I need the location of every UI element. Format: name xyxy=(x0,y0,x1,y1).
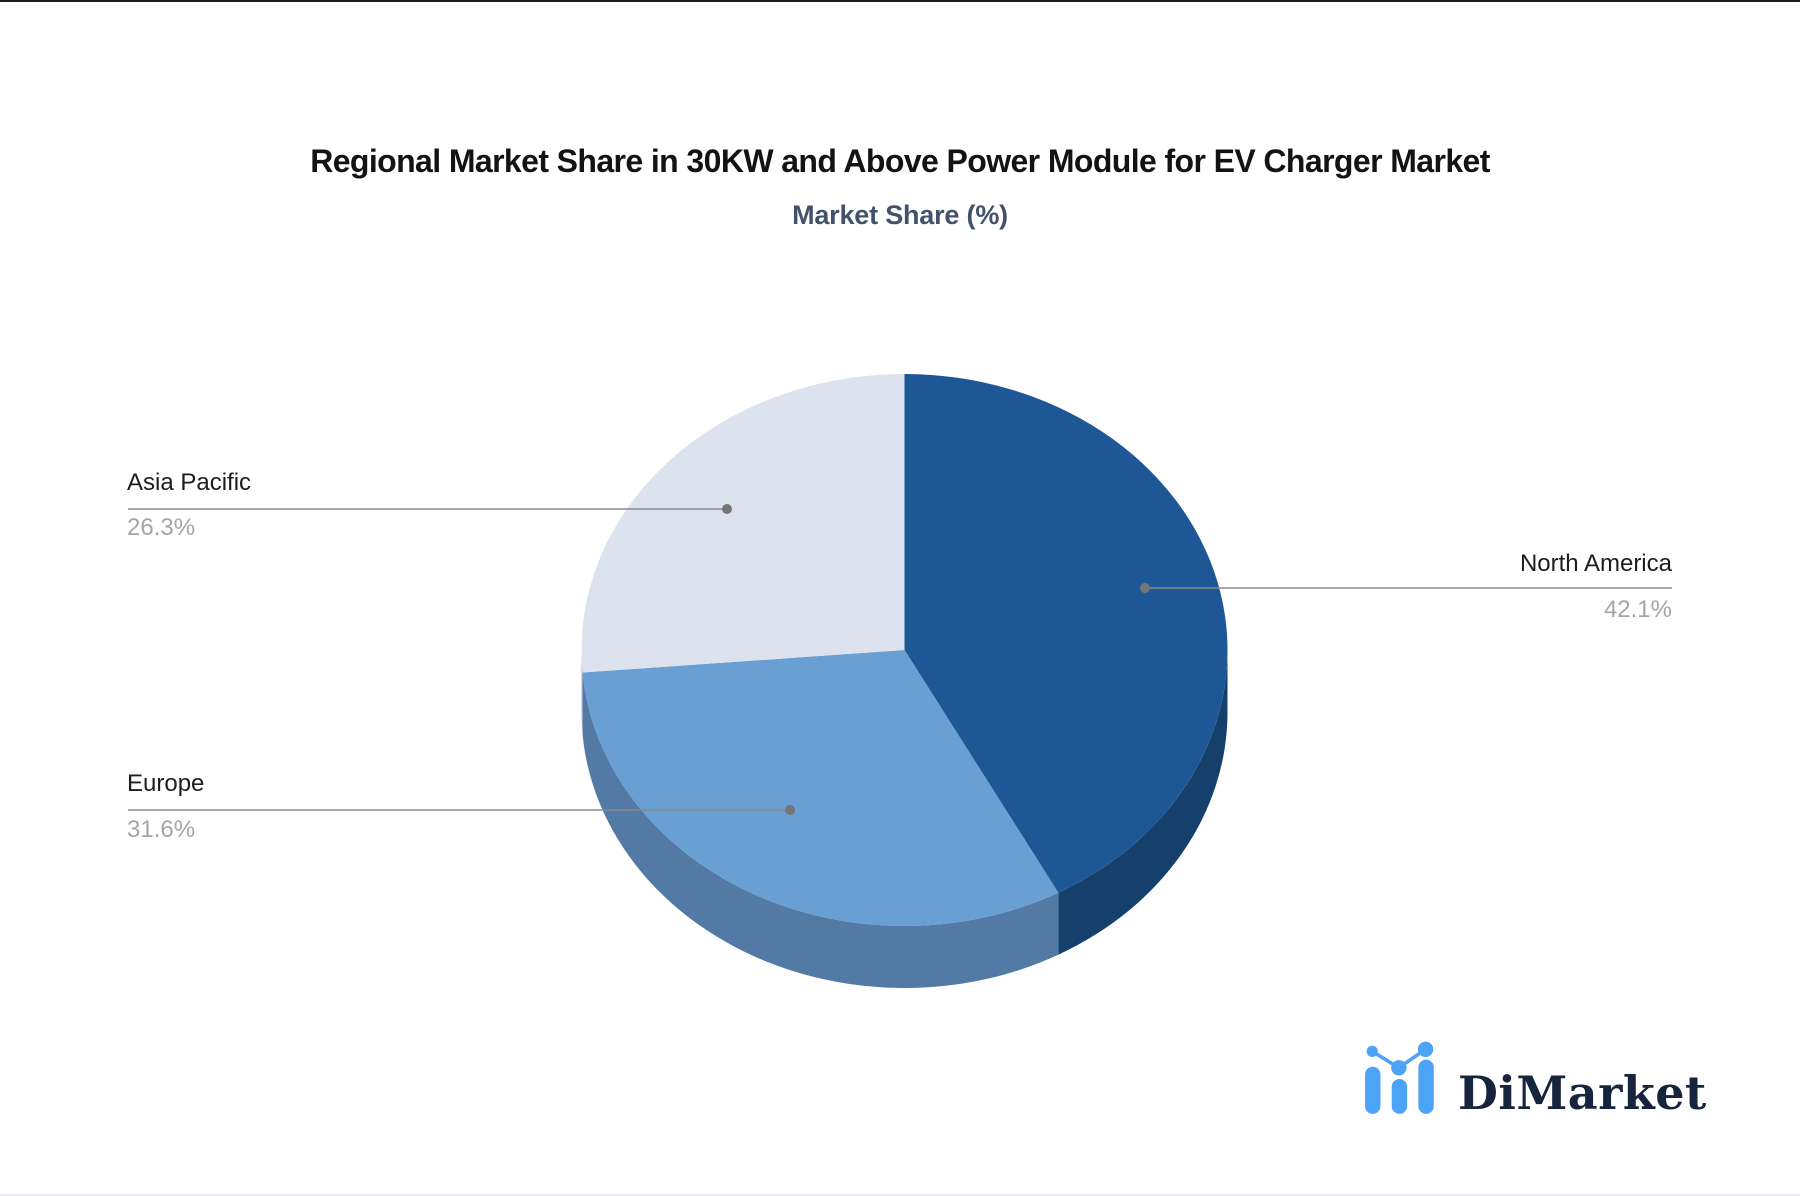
leader-dot-europe xyxy=(785,805,795,815)
callout-label-asia-pacific: Asia Pacific xyxy=(127,469,252,496)
callout-value-asia-pacific: 26.3% xyxy=(127,514,196,541)
pie-slice-europe xyxy=(582,650,1059,927)
pie-side-asia-pacific xyxy=(581,650,583,735)
pie-slice-asia-pacific xyxy=(581,374,905,673)
callout-value-north-america: 42.1% xyxy=(1603,596,1672,623)
pie-slice-north-america xyxy=(904,374,1228,893)
chart-subtitle: Market Share (%) xyxy=(792,200,1008,230)
callout-label-europe: Europe xyxy=(127,770,205,797)
chart-title: Regional Market Share in 30KW and Above … xyxy=(310,143,1490,179)
callout-value-europe: 31.6% xyxy=(127,816,196,843)
leader-dot-asia-pacific xyxy=(722,504,732,514)
pie-side-europe xyxy=(582,672,1059,988)
pie-side-north-america xyxy=(1058,650,1228,955)
dimarket-logo: DiMarket xyxy=(1363,1040,1707,1120)
logo-text: DiMarket xyxy=(1458,1065,1707,1120)
callout-label-north-america: North America xyxy=(1519,550,1672,577)
leader-dot-north-america xyxy=(1140,583,1150,593)
bar-chart-trend-icon xyxy=(1365,1041,1434,1114)
